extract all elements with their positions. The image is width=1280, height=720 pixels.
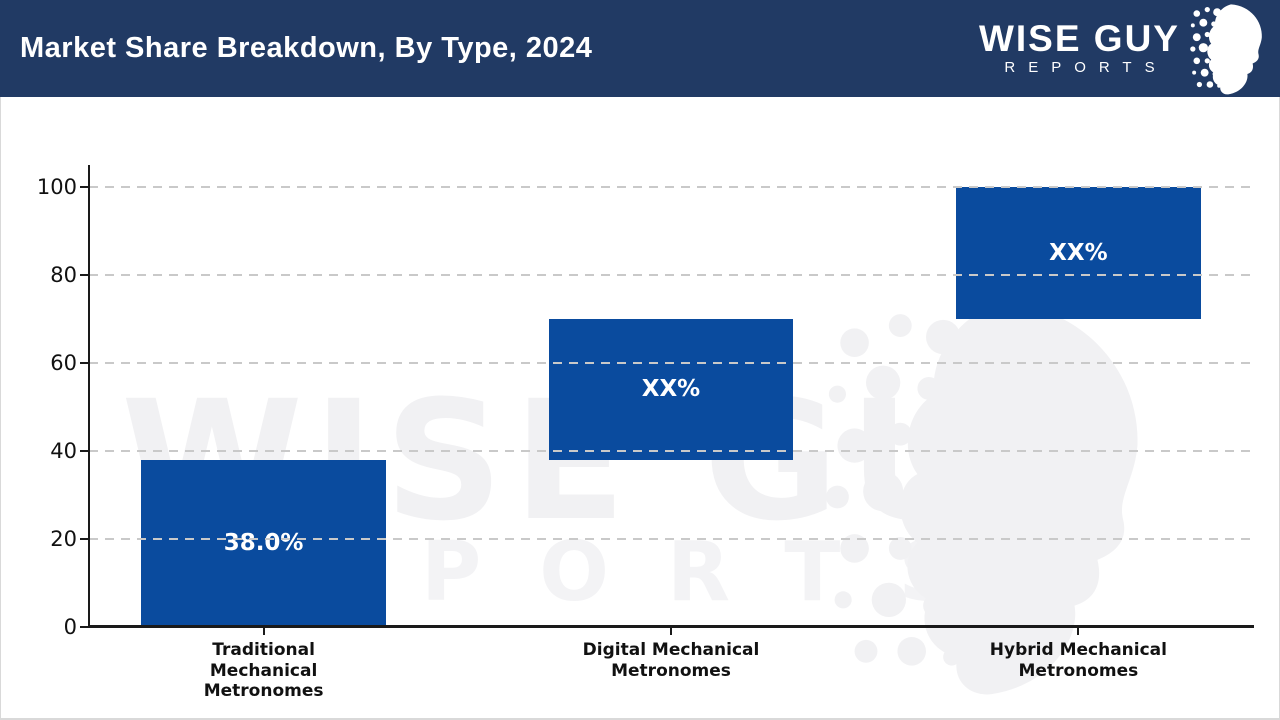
header-bar: Market Share Breakdown, By Type, 2024 WI… [0, 0, 1280, 97]
watermark-face-icon [826, 302, 1138, 695]
x-tick-mark [262, 628, 265, 635]
y-tick-mark [80, 362, 88, 364]
x-category-label-line: Metronomes [1018, 660, 1139, 681]
x-category-label: Hybrid Mechanical Metronomes [918, 640, 1238, 681]
y-tick-label: 60 [50, 351, 77, 375]
x-category-label-line: Metronomes [203, 681, 324, 701]
y-tick-label: 0 [63, 615, 77, 639]
logo-wordmark: WISE GUY [978, 17, 1180, 59]
y-tick-mark [80, 538, 88, 540]
logo-text: WISE GUY REPORTS [978, 17, 1180, 78]
gridline [89, 186, 1253, 188]
gridline [89, 538, 1253, 540]
x-category-label-line: Traditional [212, 640, 315, 660]
x-category-label-line: Digital Mechanical [582, 640, 760, 660]
x-category-label-line: Hybrid Mechanical [989, 640, 1167, 660]
logo-subtitle: REPORTS [1004, 58, 1168, 76]
x-category-label: Traditional Mechanical Metronomes [104, 640, 424, 702]
y-tick-label: 20 [50, 527, 77, 551]
wise-guy-reports-logo: WISE GUY REPORTS [979, 0, 1270, 97]
bar-segment: XX% [956, 187, 1201, 319]
y-tick-label: 40 [50, 439, 77, 463]
y-tick-mark [80, 186, 88, 188]
x-category-label: Digital Mechanical Metronomes [511, 640, 831, 681]
x-category-label-line: Metronomes [611, 660, 731, 681]
y-axis-line [88, 165, 90, 627]
page-title: Market Share Breakdown, By Type, 2024 [20, 32, 593, 64]
bar-segment: 38.0% [141, 459, 386, 627]
y-tick-label: 80 [50, 263, 77, 287]
y-tick-mark [80, 450, 88, 452]
bar-value-label: 38.0% [223, 530, 304, 557]
x-tick-mark [1077, 628, 1080, 635]
gridline [89, 450, 1253, 452]
gridline [89, 274, 1253, 276]
dotted-face-icon [1190, 3, 1262, 94]
gridline [89, 362, 1253, 364]
x-tick-mark [670, 628, 672, 635]
bar-value-label: XX% [641, 376, 701, 403]
bar-value-label: XX% [1049, 240, 1108, 266]
bar-segment: XX% [548, 319, 794, 460]
y-tick-mark [80, 274, 88, 276]
y-tick-label: 100 [36, 175, 77, 199]
x-axis-line [88, 625, 1254, 628]
x-category-label-line: Mechanical [209, 660, 318, 681]
y-tick-mark [80, 626, 88, 628]
